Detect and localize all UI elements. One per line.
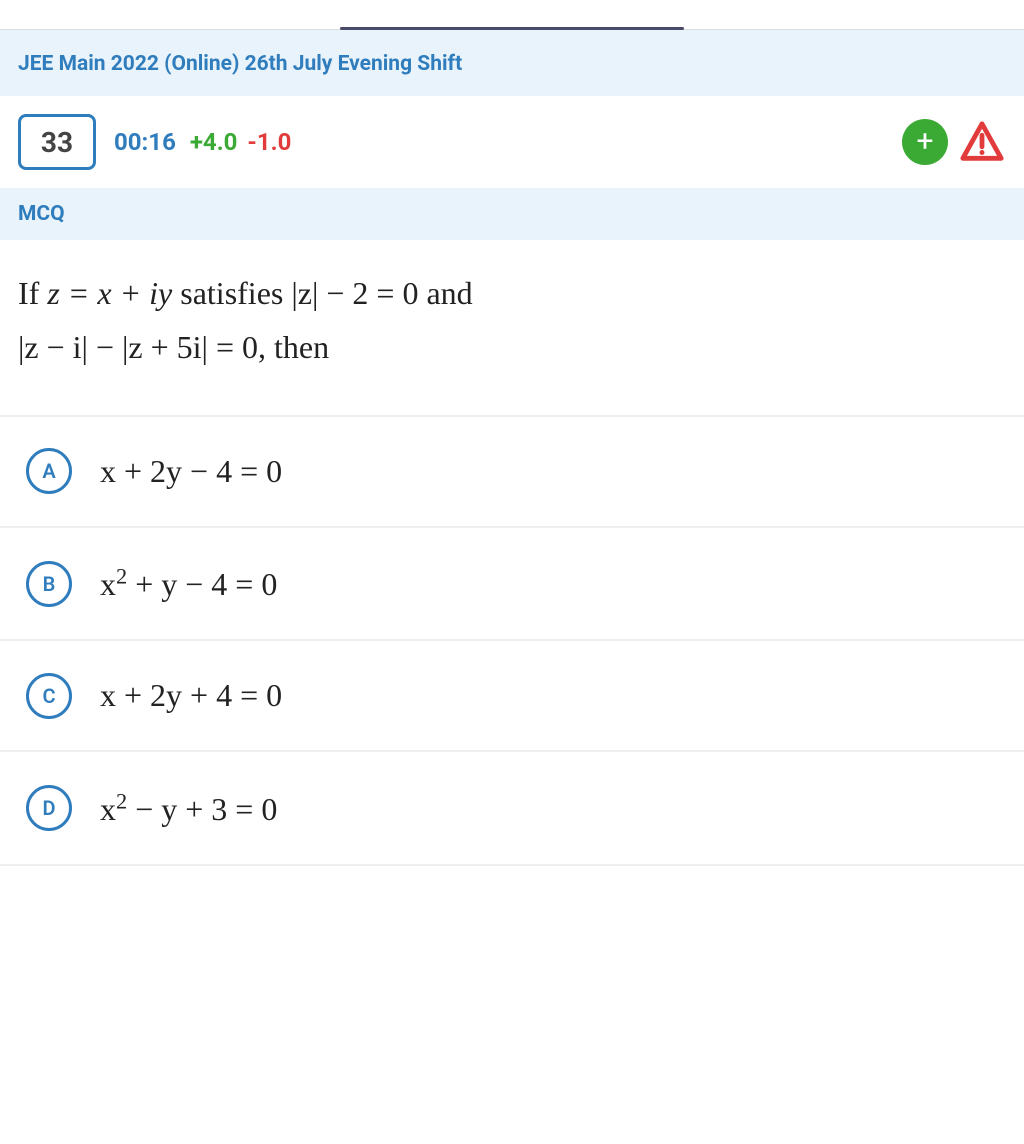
question-meta-row: 33 00:16 +4.0 -1.0 +	[0, 96, 1024, 188]
exam-title: JEE Main 2022 (Online) 26th July Evening…	[18, 52, 1006, 76]
question-number-box[interactable]: 33	[18, 114, 96, 170]
top-progress-bar	[0, 0, 1024, 30]
q-mid: satisfies	[172, 275, 291, 311]
question-text: If z = x + iy satisfies |z| − 2 = 0 and …	[0, 240, 1024, 415]
option-b[interactable]: B x2 + y − 4 = 0	[0, 526, 1024, 640]
q-suffix2: , then	[258, 329, 329, 365]
positive-marks: +4.0	[190, 128, 238, 156]
option-expr: x + 2y + 4 = 0	[100, 677, 282, 713]
question-type-label: MCQ	[0, 188, 1024, 240]
option-c[interactable]: C x + 2y + 4 = 0	[0, 639, 1024, 750]
option-expr: x2 + y − 4 = 0	[100, 566, 277, 602]
q-eq-line2: |z − i| − |z + 5i| = 0	[18, 329, 258, 365]
option-expr: x + 2y − 4 = 0	[100, 453, 282, 489]
q-eq-b: |z| − 2 = 0	[291, 275, 418, 311]
q-suffix1: and	[418, 275, 472, 311]
negative-marks: -1.0	[247, 128, 291, 156]
option-expr: x2 − y + 3 = 0	[100, 791, 277, 827]
option-badge: C	[26, 673, 72, 719]
option-a[interactable]: A x + 2y − 4 = 0	[0, 415, 1024, 526]
option-badge: B	[26, 561, 72, 607]
add-icon[interactable]: +	[902, 119, 948, 165]
q-prefix: If	[18, 275, 47, 311]
timer-label: 00:16	[114, 128, 176, 156]
exam-banner: JEE Main 2022 (Online) 26th July Evening…	[0, 30, 1024, 96]
option-badge: A	[26, 448, 72, 494]
option-d[interactable]: D x2 − y + 3 = 0	[0, 750, 1024, 866]
action-icons: +	[902, 118, 1006, 166]
alert-icon[interactable]	[958, 118, 1006, 166]
option-badge: D	[26, 785, 72, 831]
options-list: A x + 2y − 4 = 0 B x2 + y − 4 = 0 C x + …	[0, 415, 1024, 866]
q-eq-a: z = x + iy	[47, 275, 172, 311]
